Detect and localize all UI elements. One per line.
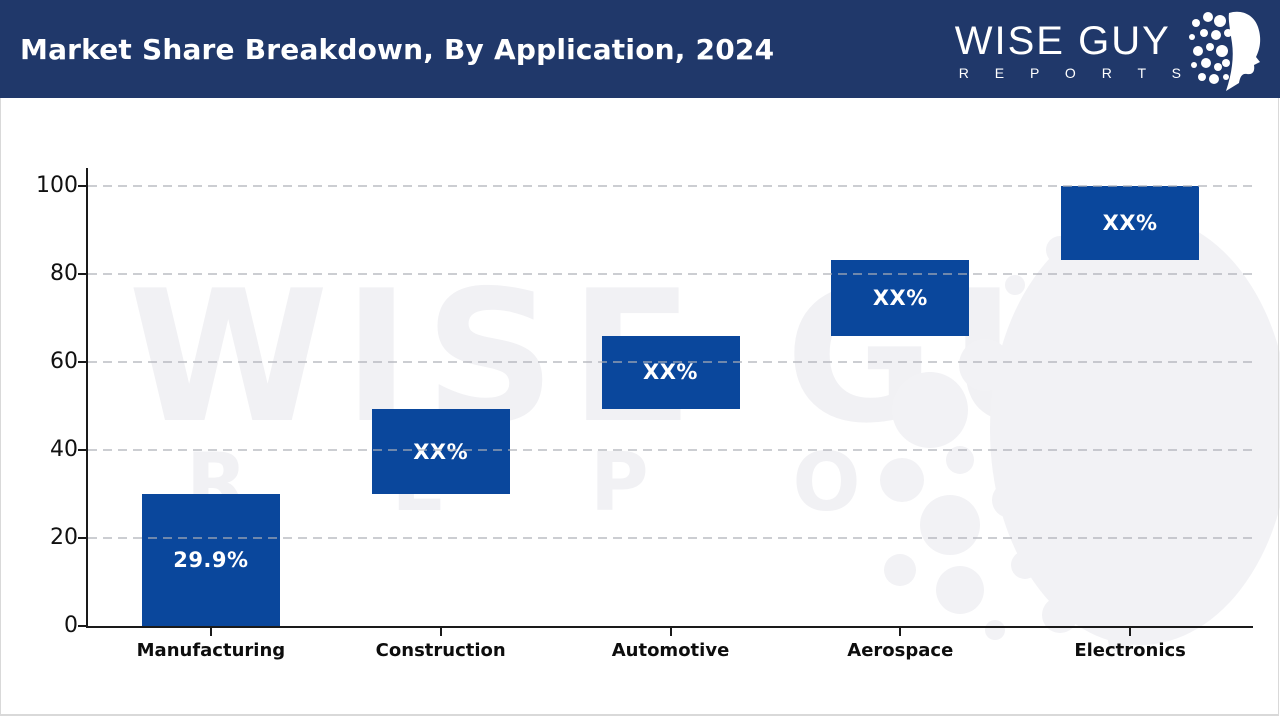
- gridline-60: [88, 361, 1253, 363]
- x-axis-label: Manufacturing: [136, 640, 286, 661]
- y-tick: [78, 625, 86, 627]
- wise-guy-logo: WISE GUY R E P O R T S: [955, 6, 1266, 94]
- y-tick: [78, 449, 86, 451]
- gridline-40: [88, 449, 1253, 451]
- y-tick-label: 100: [36, 173, 78, 198]
- bar-value-label: 29.9%: [173, 548, 249, 573]
- chart-title: Market Share Breakdown, By Application, …: [20, 32, 775, 66]
- x-tick: [209, 628, 212, 636]
- y-tick-label: 20: [50, 525, 78, 550]
- y-axis-line: [86, 168, 88, 628]
- bar-manufacturing: 29.9%: [141, 494, 280, 626]
- y-tick: [78, 361, 86, 363]
- gridline-80: [88, 273, 1253, 275]
- header-bar: Market Share Breakdown, By Application, …: [0, 0, 1280, 98]
- bar-value-label: XX%: [643, 360, 698, 385]
- y-tick: [78, 537, 86, 539]
- bar-automotive: XX%: [601, 335, 740, 410]
- x-tick: [439, 628, 442, 636]
- bar-value-label: XX%: [872, 285, 928, 310]
- bar-value-label: XX%: [413, 439, 469, 464]
- bar-aerospace: XX%: [831, 259, 970, 336]
- y-tick: [78, 273, 86, 275]
- logo-wordmark: WISE GUY: [954, 19, 1171, 63]
- x-axis-label: Automotive: [611, 640, 730, 661]
- x-axis-label: Aerospace: [847, 640, 954, 661]
- x-axis-label: Construction: [375, 640, 506, 661]
- gridline-100: [88, 185, 1253, 187]
- x-tick: [899, 628, 902, 636]
- x-tick: [669, 628, 672, 636]
- y-tick-label: 80: [50, 261, 78, 286]
- y-tick-label: 0: [64, 613, 78, 638]
- logo-face-icon: [1189, 11, 1261, 92]
- card-border: [0, 98, 1279, 716]
- bar-construction: XX%: [371, 409, 510, 495]
- x-axis-line: [86, 626, 1253, 628]
- y-tick-label: 40: [50, 437, 78, 462]
- y-tick: [78, 185, 86, 187]
- gridline-20: [88, 537, 1253, 539]
- logo-subtitle: R E P O R T S: [958, 65, 1192, 81]
- y-tick-label: 60: [50, 349, 78, 374]
